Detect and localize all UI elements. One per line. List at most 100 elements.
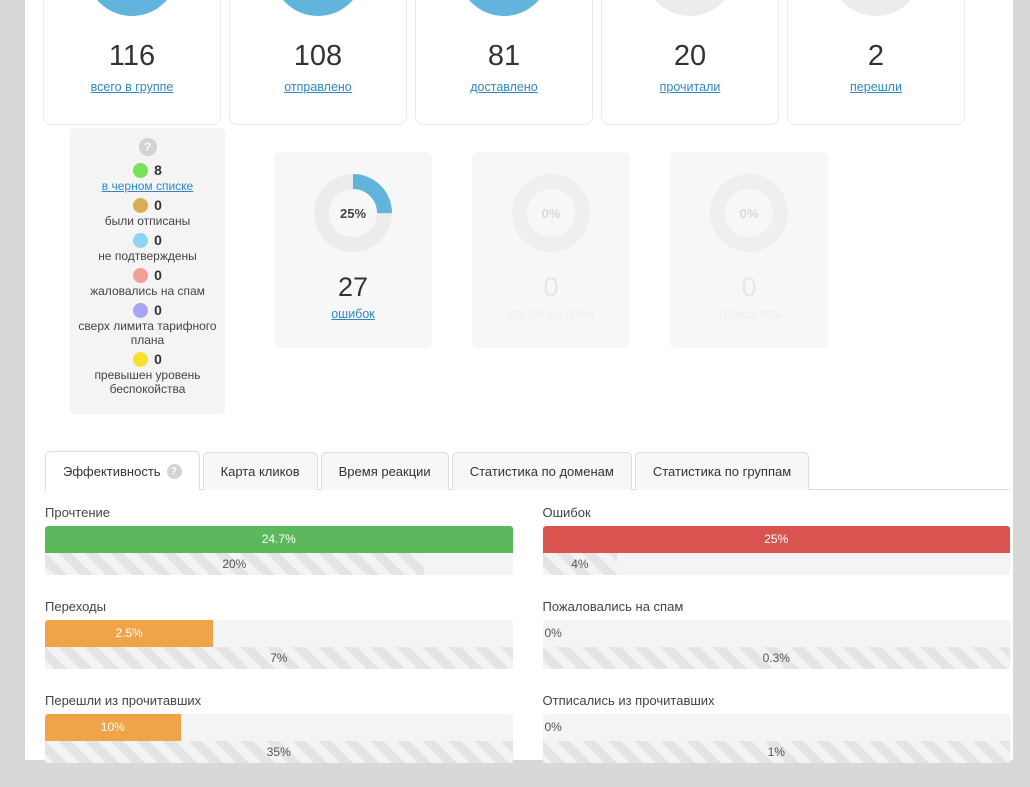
legend-label[interactable]: в черном списке <box>101 179 194 193</box>
metric-benchmark-value: 20% <box>222 557 247 571</box>
metric-actual-bar: 0% <box>542 620 1010 647</box>
secondary-stats-row: 25% 27 ошибок 0% 0 жалоб на спам 0% 0 отписались <box>274 152 828 348</box>
stat-number: 81 <box>487 40 521 72</box>
metric-actual-fill <box>45 620 214 647</box>
stat-donut: 2.5% <box>830 0 922 16</box>
donut-percent-label: 2.5% <box>830 0 922 16</box>
metric-actual-value: 2.5% <box>115 626 143 640</box>
metric-benchmark-value: 7% <box>270 651 288 665</box>
stat-link[interactable]: доставлено <box>470 80 538 94</box>
legend-row: 0 <box>78 232 217 248</box>
legend-count: 0 <box>154 267 162 283</box>
stat-donut: 75% <box>458 0 550 16</box>
mini-stat-link: жалоб на спам <box>507 307 595 321</box>
legend-row: 0 <box>78 267 217 283</box>
stat-card: 75% 81 доставлено <box>415 0 593 125</box>
legend-label: не подтверждены <box>98 249 197 263</box>
tab-label: Статистика по доменам <box>469 464 614 479</box>
legend-item: 0 жаловались на спам <box>78 267 217 298</box>
stat-donut: 24.7% <box>644 0 736 16</box>
donut-chart <box>86 0 178 16</box>
stat-number: 20 <box>673 40 707 72</box>
metrics-left-column: Прочтение 24.7% 20% Переходы 2.5% 7% Перешли и… <box>45 505 513 787</box>
question-icon[interactable]: ? <box>166 463 182 479</box>
tab-item[interactable]: Статистика по группам <box>634 452 810 490</box>
tab-item[interactable]: Эффективность? <box>45 451 200 490</box>
metric-block: Ошибок 25% 4% <box>542 505 1010 575</box>
stat-card: 116 всего в группе <box>43 0 221 125</box>
mini-stat-link[interactable]: ошибок <box>331 307 375 321</box>
question-icon[interactable]: ? <box>138 138 157 156</box>
legend-label: жаловались на спам <box>90 284 205 298</box>
metric-actual-value: 10% <box>100 720 125 734</box>
metric-block: Переходы 2.5% 7% <box>45 599 513 669</box>
donut-chart <box>458 0 550 16</box>
metric-block: Прочтение 24.7% 20% <box>45 505 513 575</box>
metric-actual-value: 24.7% <box>261 532 296 546</box>
metric-title: Переходы <box>45 599 106 614</box>
mini-donut: 0% <box>710 174 788 252</box>
mini-stat-number: 27 <box>337 272 369 302</box>
donut-percent-label: 0% <box>739 205 759 221</box>
metric-benchmark-value: 35% <box>266 745 291 759</box>
metric-benchmark-fill <box>45 647 513 669</box>
metric-benchmark-value: 4% <box>571 557 589 571</box>
metric-actual-value: 0% <box>544 720 562 734</box>
stat-card: 24.7% 20 прочитали <box>601 0 779 125</box>
metric-benchmark-fill <box>45 741 513 763</box>
metric-actual-fill <box>45 714 181 741</box>
tab-label: Статистика по группам <box>652 464 792 479</box>
metric-actual-bar: 25% <box>542 526 1010 553</box>
mini-donut: 0% <box>512 174 590 252</box>
metric-benchmark-bar: 4% <box>542 553 1010 575</box>
stat-link[interactable]: отправлено <box>284 80 352 94</box>
legend-label: были отписаны <box>104 214 191 228</box>
metric-benchmark-bar: 20% <box>45 553 513 575</box>
mini-stat-link: отписались <box>715 307 783 321</box>
stat-link[interactable]: всего в группе <box>90 80 174 94</box>
mini-stat-number: 0 <box>543 272 559 302</box>
stat-card: 2.5% 2 перешли <box>787 0 965 125</box>
stat-number: 116 <box>108 40 156 72</box>
legend-item: 0 сверх лимита тарифного плана <box>78 302 217 347</box>
metric-block: Перешли из прочитавших 10% 35% <box>45 693 513 763</box>
metric-benchmark-bar: 1% <box>542 741 1010 763</box>
stat-donut: 100% <box>272 0 364 16</box>
donut-percent-label: 0% <box>541 205 561 221</box>
stat-number: 108 <box>293 40 343 72</box>
stat-link[interactable]: перешли <box>850 80 902 94</box>
stat-number: 2 <box>867 40 885 72</box>
metric-benchmark-bar: 35% <box>45 741 513 763</box>
donut-chart <box>710 174 788 252</box>
metric-benchmark-fill <box>542 741 1010 763</box>
donut-percent-label: 24.7% <box>644 0 736 16</box>
mini-stat-card: 0% 0 жалоб на спам <box>472 152 630 348</box>
metric-benchmark-bar: 7% <box>45 647 513 669</box>
metric-actual-fill <box>45 526 513 553</box>
metric-title: Ошибок <box>542 505 591 520</box>
tab-item[interactable]: Время реакции <box>320 452 449 490</box>
metric-actual-bar: 24.7% <box>45 526 513 553</box>
metric-title: Отписались из прочитавших <box>542 693 715 708</box>
tab-item[interactable]: Статистика по доменам <box>451 452 632 490</box>
mini-stat-card: 25% 27 ошибок <box>274 152 432 348</box>
metric-benchmark-bar: 0.3% <box>542 647 1010 669</box>
metric-actual-bar: 10% <box>45 714 513 741</box>
donut-chart <box>830 0 922 16</box>
metric-actual-bar: 2.5% <box>45 620 513 647</box>
tab-item[interactable]: Карта кликов <box>202 452 318 490</box>
page-content: 116 всего в группе 100% 108 отправлено 75% 81 д… <box>25 0 1013 763</box>
stat-card: 100% 108 отправлено <box>229 0 407 125</box>
donut-chart <box>314 174 392 252</box>
legend-row: 0 <box>78 302 217 318</box>
tab-label: Эффективность <box>63 463 161 479</box>
metric-block: Пожаловались на спам 0% 0.3% <box>542 599 1010 669</box>
metric-actual-fill <box>542 526 1010 553</box>
mini-donut: 25% <box>314 174 392 252</box>
metric-title: Пожаловались на спам <box>542 599 684 614</box>
stat-link[interactable]: прочитали <box>659 80 721 94</box>
metric-actual-bar: 0% <box>542 714 1010 741</box>
legend-label: превышен уровень беспокойства <box>94 368 201 396</box>
metric-title: Перешли из прочитавших <box>45 693 202 708</box>
